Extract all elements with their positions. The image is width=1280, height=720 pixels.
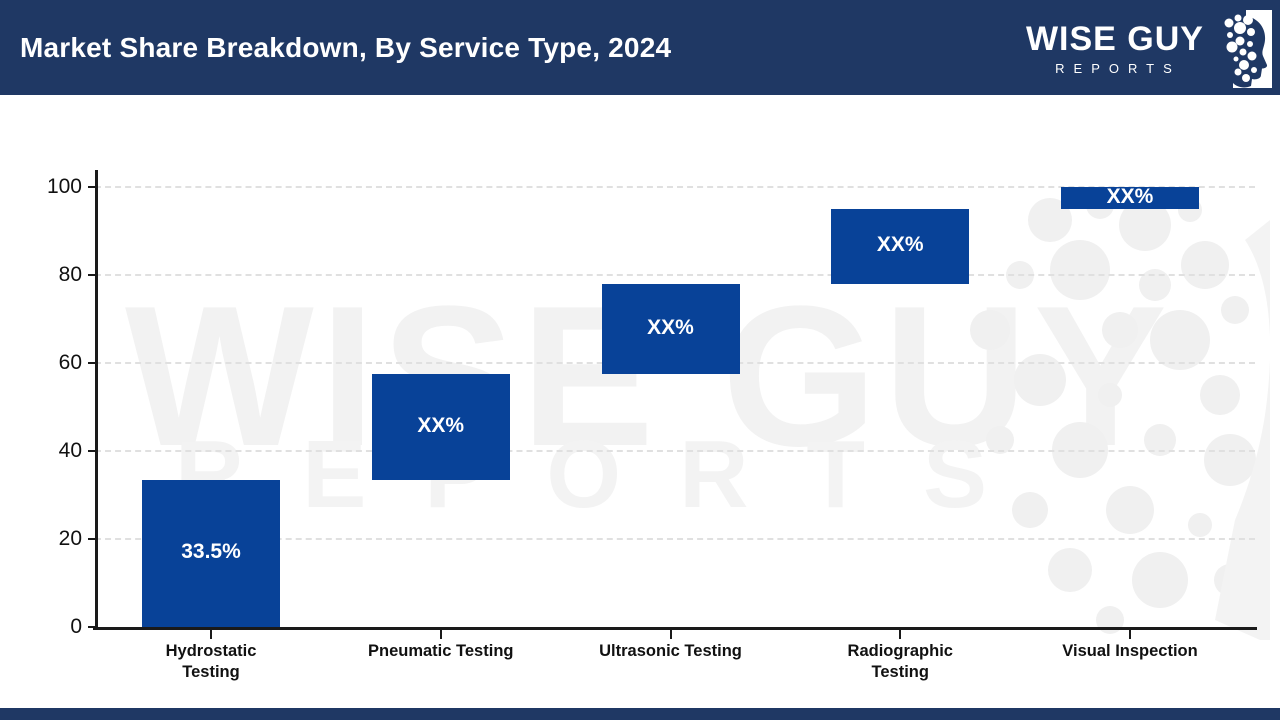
x-axis-tick-mark bbox=[439, 630, 442, 639]
wiseguy-head-icon bbox=[1224, 10, 1272, 88]
bar-value-label: XX% bbox=[417, 413, 465, 437]
bar-value-label: XX% bbox=[876, 233, 924, 257]
page-title: Market Share Breakdown, By Service Type,… bbox=[20, 31, 672, 63]
bar-value-label: XX% bbox=[1106, 185, 1154, 208]
x-axis-category-label: Visual Inspection bbox=[1062, 642, 1198, 660]
watermark-reports: REPORTS bbox=[175, 421, 1046, 528]
x-axis-category-label: Radiographic Testing bbox=[847, 642, 953, 681]
y-axis-tick-label: 60 bbox=[58, 351, 82, 374]
y-axis-tick-mark bbox=[88, 450, 96, 452]
y-axis-tick-mark bbox=[88, 362, 96, 364]
bar-value-label: 33.5% bbox=[181, 540, 241, 564]
y-gridline bbox=[95, 274, 1255, 276]
header-bar: Market Share Breakdown, By Service Type,… bbox=[0, 0, 1280, 95]
x-axis-category-label: Pneumatic Testing bbox=[368, 642, 514, 660]
bar bbox=[831, 209, 970, 284]
y-axis-tick-label: 100 bbox=[46, 175, 82, 198]
logo-reports-text: REPORTS bbox=[1055, 61, 1181, 76]
y-axis-tick-mark bbox=[88, 186, 96, 188]
y-gridline bbox=[95, 186, 1255, 188]
y-axis-tick-label: 80 bbox=[58, 263, 82, 286]
x-axis-line bbox=[93, 627, 1257, 630]
bar bbox=[1061, 187, 1199, 209]
y-axis-line bbox=[95, 170, 98, 630]
y-gridline bbox=[95, 538, 1255, 540]
y-axis-tick-label: 40 bbox=[58, 439, 82, 462]
y-gridline bbox=[95, 450, 1255, 452]
bar bbox=[601, 283, 740, 374]
x-axis-category-label: Hydrostatic Testing bbox=[165, 642, 257, 681]
x-axis-tick-mark bbox=[210, 630, 212, 639]
y-axis-tick-label: 20 bbox=[58, 527, 82, 550]
y-axis-tick-label: 0 bbox=[70, 615, 82, 638]
logo-wiseguy-text: WISE GUY bbox=[1025, 20, 1204, 58]
x-axis-tick-mark bbox=[1129, 630, 1131, 639]
x-axis-tick-mark bbox=[899, 630, 902, 639]
wiseguy-logo: WISE GUY REPORTS bbox=[1016, 8, 1272, 88]
y-axis-tick-mark bbox=[88, 274, 96, 276]
x-axis-tick-mark bbox=[669, 630, 672, 639]
logo-text: WISE GUY REPORTS bbox=[1026, 20, 1204, 76]
footer-bar bbox=[0, 708, 1280, 720]
y-axis-tick-mark bbox=[88, 626, 96, 628]
x-axis-category-label: Ultrasonic Testing bbox=[599, 642, 742, 660]
y-axis-tick-mark bbox=[88, 538, 96, 540]
bar bbox=[371, 374, 510, 480]
watermark-head-icon bbox=[970, 191, 1270, 640]
bar bbox=[142, 479, 280, 627]
bar-value-label: XX% bbox=[647, 315, 694, 339]
